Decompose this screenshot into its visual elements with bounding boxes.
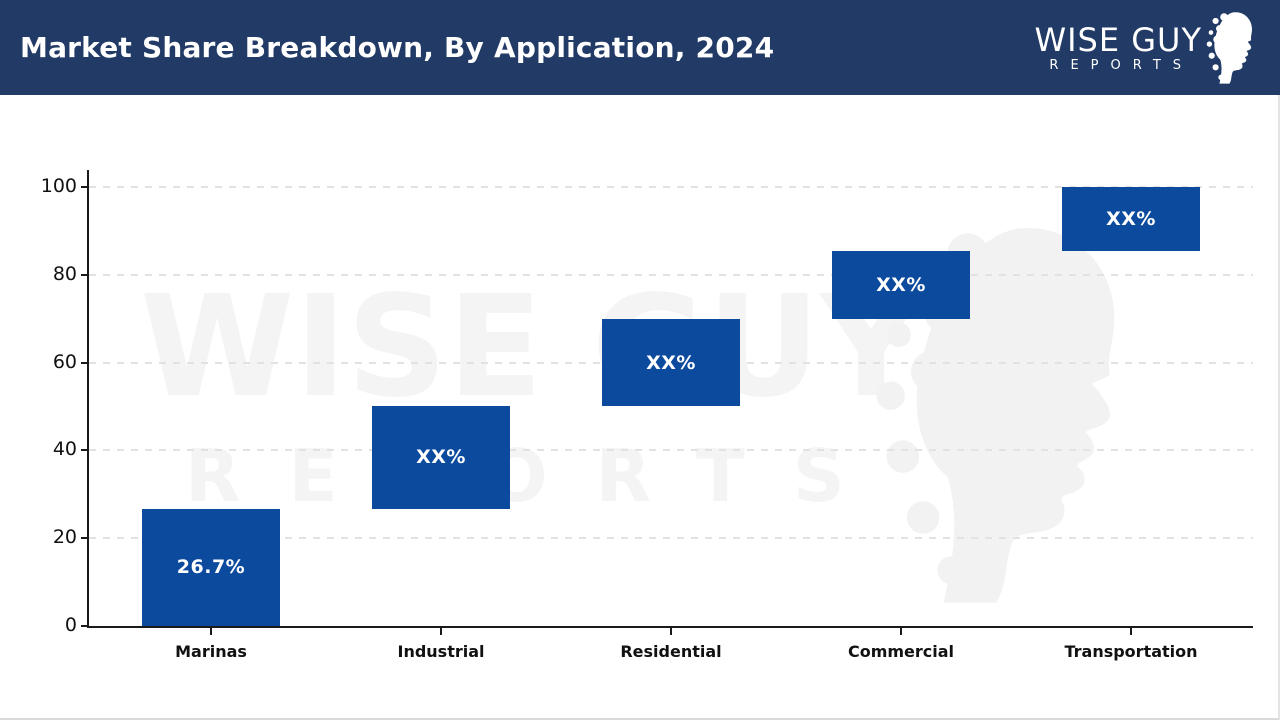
logo-wordmark: WISE GUY: [1034, 20, 1202, 59]
logo-head-profile-icon: [1206, 11, 1252, 84]
gridline-100: [89, 186, 1253, 188]
x-tick-label: Industrial: [397, 642, 485, 661]
y-tick-mark: [81, 361, 89, 364]
bar-value-label: XX%: [416, 446, 466, 469]
logo-text: WISE GUY REPORTS: [1034, 24, 1202, 72]
bar-transportation: XX%: [1062, 187, 1200, 252]
header-bar: Market Share Breakdown, By Application, …: [0, 0, 1280, 95]
y-tick-label: 0: [64, 614, 77, 636]
x-tick-mark: [1130, 628, 1132, 635]
x-tick-mark: [210, 628, 212, 635]
gridline-20: [89, 537, 1253, 540]
x-tick-mark: [900, 628, 902, 635]
x-axis-line: [87, 626, 1253, 628]
bar-industrial: XX%: [372, 406, 510, 509]
y-tick-mark: [81, 537, 89, 540]
bar-value-label: XX%: [646, 351, 696, 374]
figure-right-border: [1278, 95, 1280, 720]
watermark-wordmark: WISE GUY: [140, 266, 922, 429]
y-tick-label: 20: [52, 526, 77, 549]
x-tick-label: Commercial: [847, 642, 955, 661]
x-tick-label: Residential: [620, 642, 722, 661]
y-tick-mark: [81, 449, 89, 452]
logo-subtitle: REPORTS: [1049, 57, 1194, 73]
bar-marinas: 26.7%: [142, 508, 280, 626]
gridline-80: [89, 273, 1253, 276]
chart-title: Market Share Breakdown, By Application, …: [20, 31, 775, 64]
bar-commercial: XX%: [832, 251, 970, 320]
y-tick-mark: [81, 273, 89, 276]
bar-value-label: XX%: [876, 274, 926, 297]
x-tick-mark: [670, 628, 672, 635]
bar-value-label: XX%: [1106, 208, 1156, 231]
y-tick-mark: [81, 625, 89, 627]
y-axis-line: [87, 170, 89, 628]
x-tick-label: Transportation: [1064, 642, 1198, 661]
gridline-40: [89, 449, 1253, 452]
y-tick-label: 60: [52, 350, 77, 373]
y-tick-label: 100: [40, 175, 77, 197]
y-tick-label: 40: [52, 438, 77, 461]
bar-value-label: 26.7%: [176, 556, 246, 579]
x-tick-label: Marinas: [175, 642, 247, 661]
wise-guy-reports-logo: WISE GUY REPORTS: [1034, 9, 1262, 87]
y-tick-mark: [81, 186, 89, 188]
x-tick-mark: [440, 628, 442, 635]
plot-area: WISE GUY REPORTS 0 20 40 60 80 100 26.7% Marina…: [0, 95, 1280, 720]
y-tick-label: 80: [52, 262, 77, 285]
figure-bottom-border: [0, 718, 1280, 720]
bar-residential: XX%: [602, 319, 740, 407]
